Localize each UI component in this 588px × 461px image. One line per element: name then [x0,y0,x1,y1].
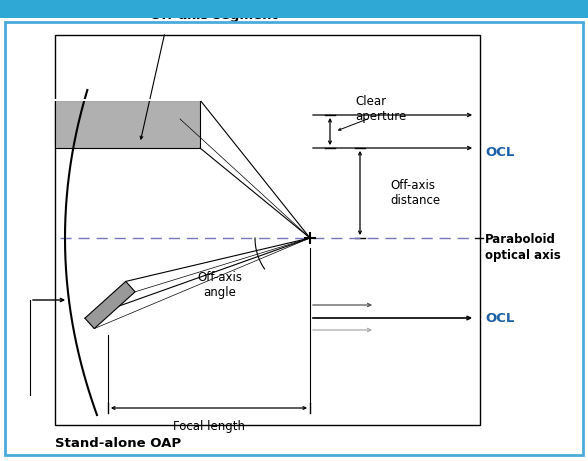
Text: OCL: OCL [485,312,514,325]
Bar [55,35,480,425]
Bar [0,0,588,18]
Text: Focal length: Focal length [173,420,245,433]
Text: Off-axis
angle: Off-axis angle [198,271,242,299]
Polygon shape [85,281,135,329]
Text: Off-axis
distance: Off-axis distance [390,179,440,207]
Text: Paraboloid
optical axis: Paraboloid optical axis [485,233,561,262]
Bar [55,100,200,148]
Text: Off-axis segment: Off-axis segment [150,9,278,22]
Text: Stand-alone OAP: Stand-alone OAP [55,437,181,450]
Text: Clear
aperture: Clear aperture [355,95,406,123]
Text: OCL: OCL [485,147,514,160]
